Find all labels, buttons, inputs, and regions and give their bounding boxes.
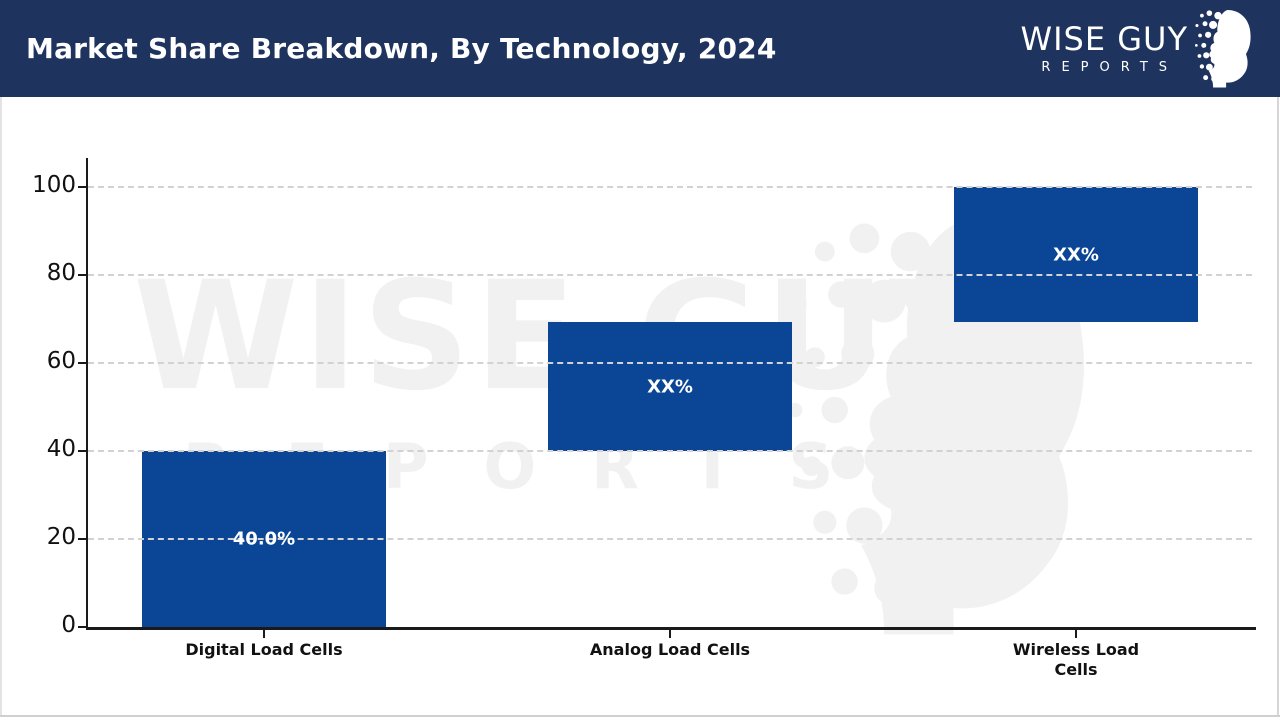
- gridline: [88, 450, 1252, 452]
- brand-logo-text: WISE GUY REPORTS: [1020, 23, 1188, 75]
- y-axis-tick: [78, 538, 86, 540]
- bar-value-label: 40.0%: [232, 528, 296, 550]
- y-axis-tick-label: 20: [46, 524, 76, 550]
- brand-name: WISE GUY: [1020, 19, 1188, 58]
- right-border: [1277, 97, 1279, 717]
- x-category-label: Wireless Load Cells: [1012, 640, 1140, 679]
- bar-segment: [548, 322, 792, 451]
- bar-value-label: XX%: [647, 376, 693, 398]
- dotted-face-icon: [1194, 10, 1251, 88]
- gridline: [88, 362, 1252, 364]
- gridline: [88, 274, 1252, 276]
- y-axis-tick: [78, 186, 86, 188]
- y-axis-tick-label: 60: [46, 348, 76, 374]
- y-axis-tick: [78, 362, 86, 364]
- brand-subname: REPORTS: [1041, 59, 1179, 75]
- x-axis-line: [86, 627, 1256, 630]
- x-axis-tick: [1075, 630, 1077, 638]
- watermark-dotted-face-icon: [787, 221, 1084, 635]
- bottom-border: [0, 715, 1280, 717]
- gridline: [88, 538, 1252, 540]
- bar-segment: [954, 187, 1198, 323]
- left-border: [0, 97, 2, 717]
- bar-value-label: XX%: [1053, 244, 1099, 266]
- y-axis-line: [86, 158, 88, 630]
- brand-logo: WISE GUY REPORTS: [1020, 8, 1254, 89]
- x-category-label: Digital Load Cells: [185, 640, 343, 659]
- y-axis-tick: [78, 274, 86, 276]
- y-axis-tick-label: 100: [32, 172, 76, 198]
- page-title: Market Share Breakdown, By Technology, 2…: [26, 32, 777, 65]
- y-axis-tick-label: 40: [46, 436, 76, 462]
- gridline: [88, 186, 1252, 188]
- x-axis-tick: [263, 630, 265, 638]
- x-axis-tick: [669, 630, 671, 638]
- y-axis-tick: [78, 626, 86, 628]
- y-axis-tick-label: 80: [46, 260, 76, 286]
- y-axis-tick: [78, 450, 86, 452]
- header: Market Share Breakdown, By Technology, 2…: [0, 0, 1280, 97]
- x-category-label: Analog Load Cells: [589, 640, 751, 659]
- y-axis-tick-label: 0: [61, 612, 76, 638]
